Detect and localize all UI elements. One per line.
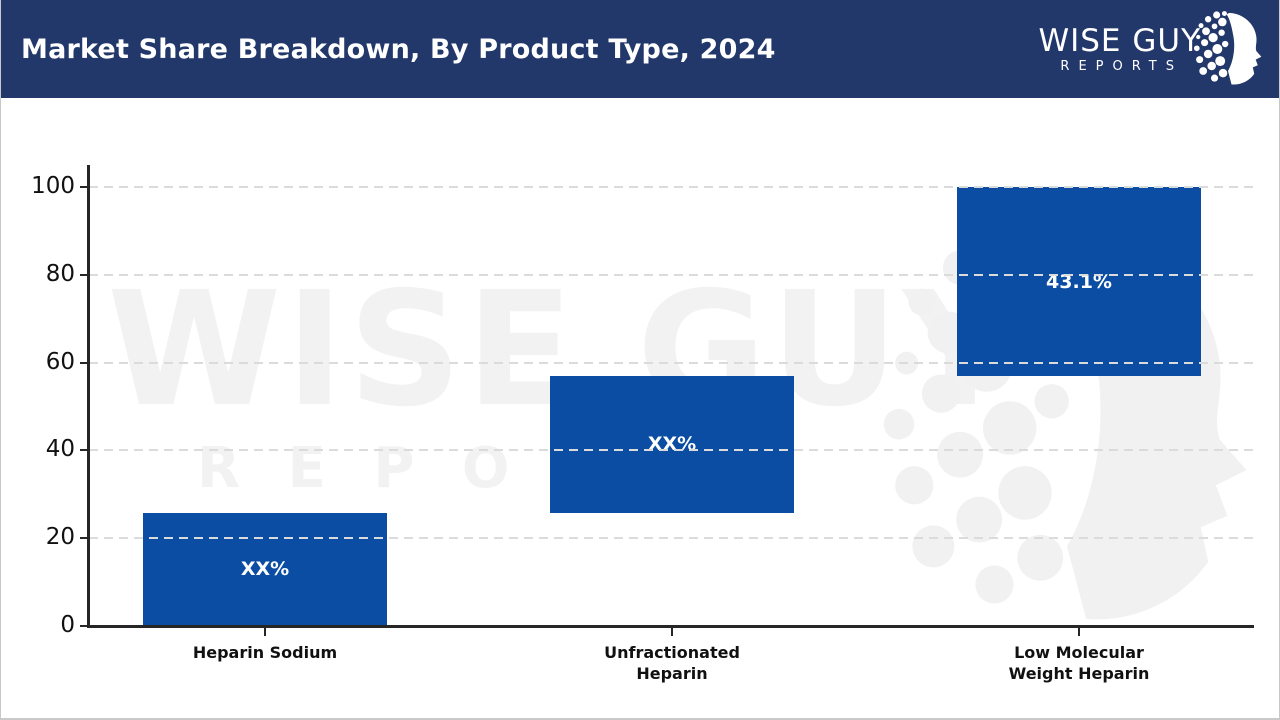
bar-value-label: XX% [648, 433, 696, 455]
header-bar: Market Share Breakdown, By Product Type,… [1, 0, 1280, 98]
y-gridline [89, 362, 1254, 364]
y-gridline [89, 449, 1254, 451]
x-tick-mark [1078, 628, 1080, 636]
screenshot-frame: Market Share Breakdown, By Product Type,… [0, 0, 1280, 720]
face-profile-icon [1191, 10, 1265, 88]
page-title: Market Share Breakdown, By Product Type,… [21, 0, 776, 98]
wise-guy-reports-logo: WISE GUY REPORTS [1038, 8, 1265, 90]
x-tick-mark [671, 628, 673, 636]
y-gridline [89, 186, 1254, 188]
y-tick-label: 0 [9, 612, 75, 638]
y-tick-label: 80 [9, 261, 75, 287]
x-tick-mark [264, 628, 266, 636]
logo-wise-guy: WISE GUY [1038, 24, 1201, 58]
bar-1: XX% [143, 513, 387, 626]
chart-area: WISE GUY R E P O R T S 020406080100XX%He… [1, 98, 1280, 720]
x-axis-line [87, 625, 1254, 628]
x-category-label: Heparin Sodium [105, 642, 425, 663]
x-category-label: Low MolecularWeight Heparin [919, 642, 1239, 684]
y-tick-label: 40 [9, 436, 75, 462]
y-tick-label: 100 [9, 173, 75, 199]
bar-value-label: XX% [241, 558, 289, 580]
y-gridline [89, 537, 1254, 539]
x-category-label: UnfractionatedHeparin [512, 642, 832, 684]
y-tick-label: 20 [9, 524, 75, 550]
bar-3: 43.1% [957, 187, 1201, 376]
y-gridline [89, 274, 1254, 276]
bar-2: XX% [550, 376, 794, 513]
logo-text: WISE GUY REPORTS [1038, 24, 1201, 74]
logo-reports: REPORTS [1038, 59, 1201, 74]
y-axis-line [87, 165, 90, 628]
y-tick-label: 60 [9, 349, 75, 375]
